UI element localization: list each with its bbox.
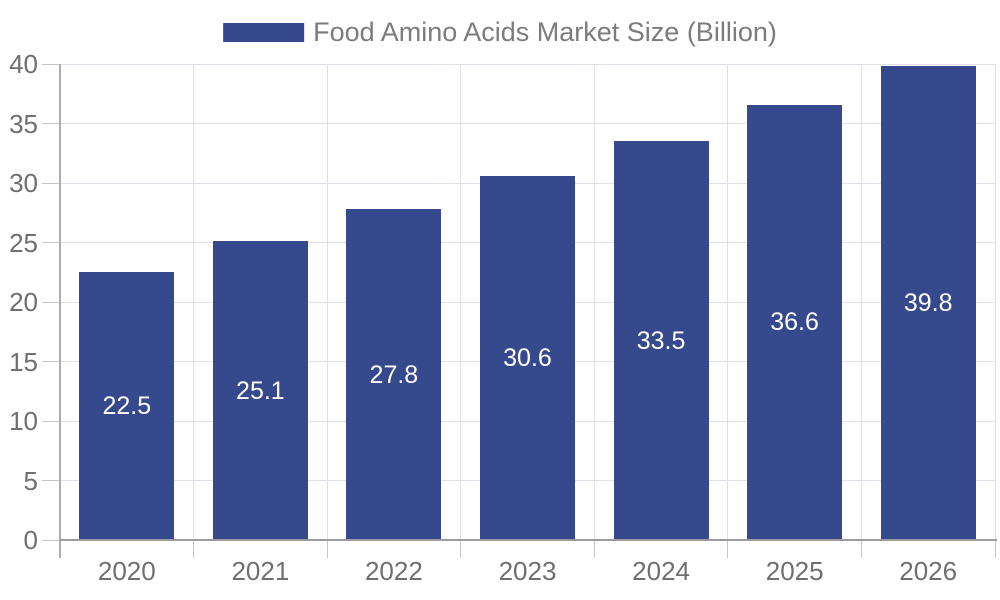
y-axis-tick xyxy=(42,361,60,362)
bar-value-label: 30.6 xyxy=(503,343,552,372)
gridline-vertical xyxy=(193,64,195,540)
x-tick-label-2022: 2022 xyxy=(364,556,423,586)
bar-2020: 22.5 xyxy=(79,272,175,541)
gridline-vertical xyxy=(326,64,328,540)
bar-2025: 36.6 xyxy=(747,104,843,540)
gridline-horizontal xyxy=(60,63,995,65)
bar-value-label: 22.5 xyxy=(102,392,152,421)
x-tick-label-2021: 2021 xyxy=(231,556,290,586)
x-tick-label-2023: 2023 xyxy=(498,556,557,586)
y-tick-label-15: 15 xyxy=(9,346,38,377)
y-axis-tick xyxy=(42,63,60,65)
y-tick-label-25: 25 xyxy=(9,227,38,258)
gridline-vertical xyxy=(727,64,729,540)
legend[interactable]: Food Amino Acids Market Size (Billion) xyxy=(223,17,777,47)
bar-2022: 27.8 xyxy=(346,209,442,540)
y-axis-tick xyxy=(42,182,60,184)
x-axis-line xyxy=(60,539,997,541)
bar-2026: 39.8 xyxy=(880,66,976,540)
bar-2021: 25.1 xyxy=(212,241,308,540)
x-axis-tick xyxy=(460,540,462,558)
y-tick-label-35: 35 xyxy=(9,108,38,139)
bar-2024: 33.5 xyxy=(613,141,709,540)
y-axis-tick xyxy=(42,242,60,243)
legend-swatch xyxy=(223,22,305,42)
y-axis-tick xyxy=(42,301,60,303)
y-tick-label-5: 5 xyxy=(23,465,38,496)
x-tick-label-2024: 2024 xyxy=(632,556,691,586)
bar-value-label: 33.5 xyxy=(636,326,686,355)
bar-value-label: 39.8 xyxy=(903,289,953,318)
gridline-vertical xyxy=(994,64,996,540)
x-tick-label-2026: 2026 xyxy=(899,556,958,586)
gridline-horizontal xyxy=(60,123,995,124)
y-axis-line xyxy=(59,64,61,558)
x-axis-tick xyxy=(193,540,195,558)
x-axis-tick xyxy=(727,540,729,558)
x-axis-tick xyxy=(593,540,595,558)
bar-value-label: 36.6 xyxy=(770,308,819,337)
x-axis-tick xyxy=(326,540,328,558)
y-tick-label-10: 10 xyxy=(9,406,38,436)
legend-label: Food Amino Acids Market Size (Billion) xyxy=(313,17,777,47)
gridline-vertical xyxy=(593,64,595,540)
y-axis-tick xyxy=(42,539,60,541)
bar-2023: 30.6 xyxy=(480,175,575,540)
y-axis-tick xyxy=(42,420,60,422)
bar-value-label: 25.1 xyxy=(236,376,285,405)
x-axis-tick xyxy=(994,540,996,558)
y-axis-tick xyxy=(42,123,60,124)
x-tick-label-2020: 2020 xyxy=(97,556,156,586)
y-axis-tick xyxy=(42,480,60,481)
x-axis-tick xyxy=(860,540,862,558)
y-tick-label-30: 30 xyxy=(9,168,38,198)
bar-value-label: 27.8 xyxy=(369,360,419,389)
y-tick-label-20: 20 xyxy=(9,287,38,317)
y-tick-label-40: 40 xyxy=(9,49,38,79)
y-tick-label-0: 0 xyxy=(23,525,38,555)
gridline-vertical xyxy=(460,64,462,540)
gridline-vertical xyxy=(860,64,862,540)
x-tick-label-2025: 2025 xyxy=(765,556,824,586)
